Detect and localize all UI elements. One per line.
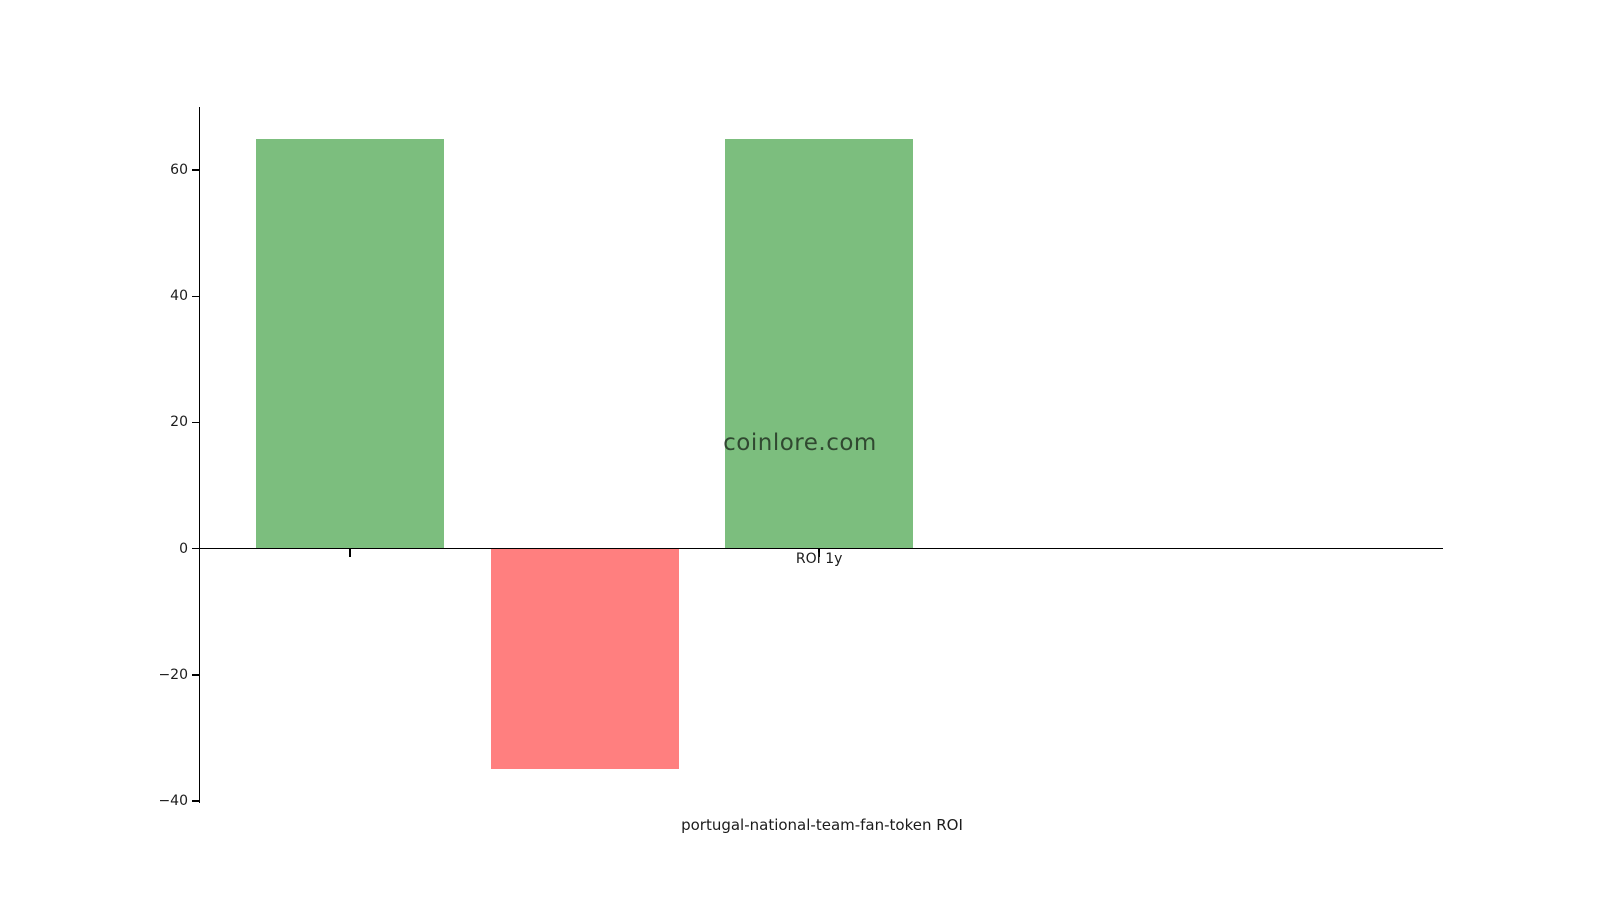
x-tick <box>349 548 351 557</box>
y-tick <box>192 169 200 171</box>
x-axis-line <box>198 547 1443 550</box>
y-tick <box>192 421 200 424</box>
x-tick-label: ROI 1y <box>795 550 843 567</box>
watermark-text: coinlore.com <box>723 430 877 456</box>
y-tick <box>192 547 200 550</box>
chart-title: portugal-national-team-fan-token ROI <box>681 816 963 834</box>
y-tick-label: 40 <box>170 288 188 305</box>
y-tick-label: 60 <box>170 162 188 179</box>
bar-ROI 1y <box>725 138 914 549</box>
x-tick <box>818 548 820 557</box>
y-axis-spine <box>198 107 200 803</box>
y-tick-label: −20 <box>158 666 188 683</box>
bar-series-1 <box>490 548 679 770</box>
y-tick <box>192 674 200 676</box>
y-tick-label: 0 <box>179 540 188 557</box>
y-tick <box>192 800 200 802</box>
bar-series-0 <box>256 138 444 549</box>
y-tick-label: −40 <box>158 793 188 809</box>
y-tick-label: 20 <box>170 414 188 431</box>
y-tick <box>192 295 200 298</box>
